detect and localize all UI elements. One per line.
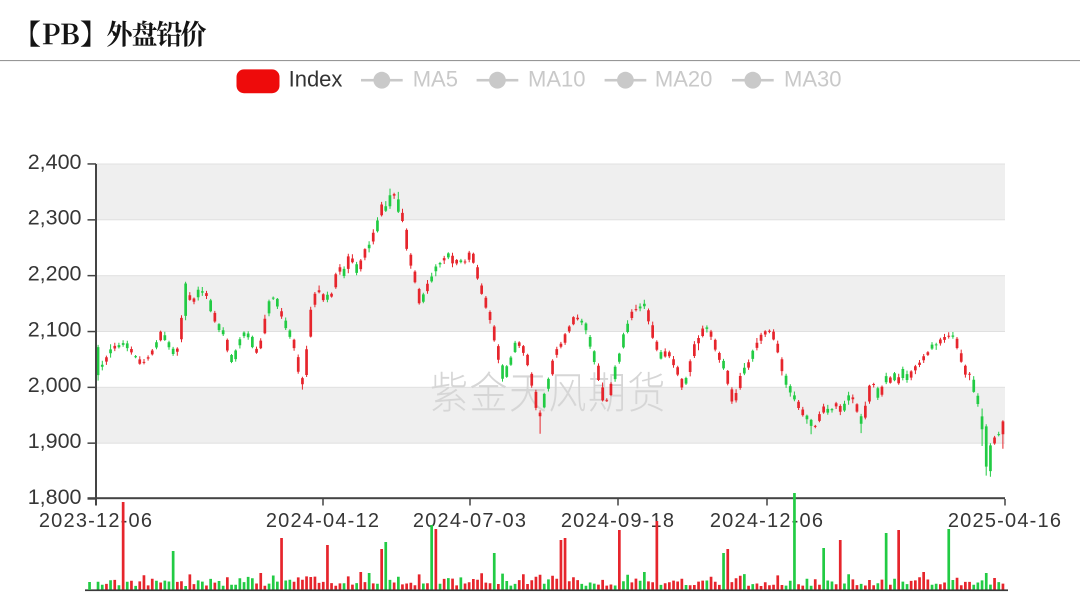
svg-text:2025-04-16: 2025-04-16 (948, 510, 1062, 532)
svg-text:2,400: 2,400 (28, 150, 82, 174)
svg-text:MA5: MA5 (413, 66, 458, 91)
svg-text:2,000: 2,000 (28, 373, 82, 397)
svg-text:MA10: MA10 (528, 66, 585, 91)
svg-text:2,200: 2,200 (28, 262, 82, 286)
svg-text:2,300: 2,300 (28, 206, 82, 230)
svg-text:1,800: 1,800 (28, 485, 82, 509)
svg-text:2023-12-06: 2023-12-06 (39, 510, 153, 532)
svg-text:MA20: MA20 (655, 66, 712, 91)
svg-text:1,900: 1,900 (28, 429, 82, 453)
svg-text:2024-09-18: 2024-09-18 (561, 510, 675, 532)
svg-text:Index: Index (289, 66, 343, 91)
svg-text:2024-04-12: 2024-04-12 (266, 510, 380, 532)
svg-text:2,100: 2,100 (28, 317, 82, 341)
svg-text:MA30: MA30 (784, 66, 841, 91)
svg-text:2024-07-03: 2024-07-03 (413, 510, 527, 532)
svg-text:2024-12-06: 2024-12-06 (710, 510, 824, 532)
